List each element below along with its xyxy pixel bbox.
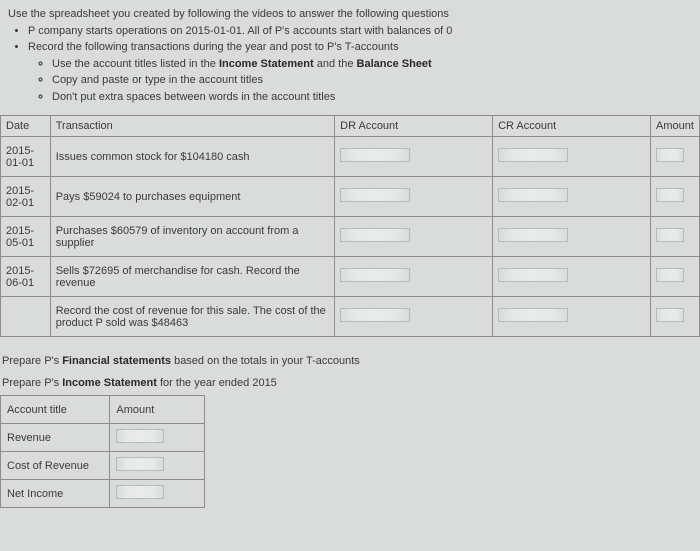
table-row: 2015-01-01 Issues common stock for $1041… [1,137,700,177]
sub-bullet-2: Copy and paste or type in the account ti… [52,72,692,89]
income-statement-heading: Prepare P's Income Statement for the yea… [0,373,700,395]
table-row: Net Income [1,480,205,508]
cell-account: Net Income [1,480,110,508]
header-amount: Amount [110,396,205,424]
dr-input[interactable] [340,148,410,162]
amount-input[interactable] [116,485,164,499]
amount-input[interactable] [656,268,684,282]
amount-input[interactable] [656,188,684,202]
cell-amount[interactable] [110,452,205,480]
table-row: Record the cost of revenue for this sale… [1,297,700,337]
cell-dr[interactable] [335,137,493,177]
cell-transaction: Record the cost of revenue for this sale… [50,297,334,337]
cell-date: 2015-05-01 [1,217,51,257]
financial-statements-heading: Prepare P's Financial statements based o… [0,351,700,373]
amount-input[interactable] [116,457,164,471]
table-header-row: Date Transaction DR Account CR Account A… [1,116,700,137]
table-row: Cost of Revenue [1,452,205,480]
table-row: Revenue [1,424,205,452]
instructions-title: Use the spreadsheet you created by follo… [8,6,692,23]
cell-date: 2015-01-01 [1,137,51,177]
income-header-row: Account title Amount [1,396,205,424]
dr-input[interactable] [340,188,410,202]
cr-input[interactable] [498,228,568,242]
cell-amount[interactable] [651,297,700,337]
header-date: Date [1,116,51,137]
header-account-title: Account title [1,396,110,424]
cell-date [1,297,51,337]
cell-dr[interactable] [335,177,493,217]
bullet-2: Record the following transactions during… [28,39,692,105]
instructions-block: Use the spreadsheet you created by follo… [0,0,700,115]
dr-input[interactable] [340,228,410,242]
cell-amount[interactable] [110,480,205,508]
header-dr: DR Account [335,116,493,137]
sub-bullet-3: Don't put extra spaces between words in … [52,89,692,106]
table-row: 2015-02-01 Pays $59024 to purchases equi… [1,177,700,217]
cell-dr[interactable] [335,217,493,257]
cell-transaction: Sells $72695 of merchandise for cash. Re… [50,257,334,297]
cell-cr[interactable] [493,297,651,337]
cell-cr[interactable] [493,257,651,297]
table-row: 2015-05-01 Purchases $60579 of inventory… [1,217,700,257]
cell-date: 2015-02-01 [1,177,51,217]
bullet-1: P company starts operations on 2015-01-0… [28,23,692,40]
dr-input[interactable] [340,268,410,282]
cell-dr[interactable] [335,257,493,297]
cell-amount[interactable] [651,137,700,177]
amount-input[interactable] [656,228,684,242]
sub-bullet-1: Use the account titles listed in the Inc… [52,56,692,73]
header-cr: CR Account [493,116,651,137]
table-row: 2015-06-01 Sells $72695 of merchandise f… [1,257,700,297]
cell-cr[interactable] [493,177,651,217]
transactions-table: Date Transaction DR Account CR Account A… [0,115,700,337]
transactions-tbody: 2015-01-01 Issues common stock for $1041… [1,137,700,337]
amount-input[interactable] [656,308,684,322]
cell-dr[interactable] [335,297,493,337]
cell-amount[interactable] [651,217,700,257]
dr-input[interactable] [340,308,410,322]
cell-amount[interactable] [110,424,205,452]
cr-input[interactable] [498,148,568,162]
cr-input[interactable] [498,268,568,282]
sub-list: Use the account titles listed in the Inc… [28,56,692,106]
cell-transaction: Pays $59024 to purchases equipment [50,177,334,217]
cr-input[interactable] [498,188,568,202]
cr-input[interactable] [498,308,568,322]
instructions-list: P company starts operations on 2015-01-0… [8,23,692,106]
cell-transaction: Purchases $60579 of inventory on account… [50,217,334,257]
cell-account: Cost of Revenue [1,452,110,480]
cell-cr[interactable] [493,137,651,177]
cell-cr[interactable] [493,217,651,257]
cell-account: Revenue [1,424,110,452]
cell-amount[interactable] [651,257,700,297]
header-transaction: Transaction [50,116,334,137]
amount-input[interactable] [656,148,684,162]
header-amount: Amount [651,116,700,137]
amount-input[interactable] [116,429,164,443]
cell-amount[interactable] [651,177,700,217]
cell-transaction: Issues common stock for $104180 cash [50,137,334,177]
income-statement-table: Account title Amount Revenue Cost of Rev… [0,395,205,508]
cell-date: 2015-06-01 [1,257,51,297]
